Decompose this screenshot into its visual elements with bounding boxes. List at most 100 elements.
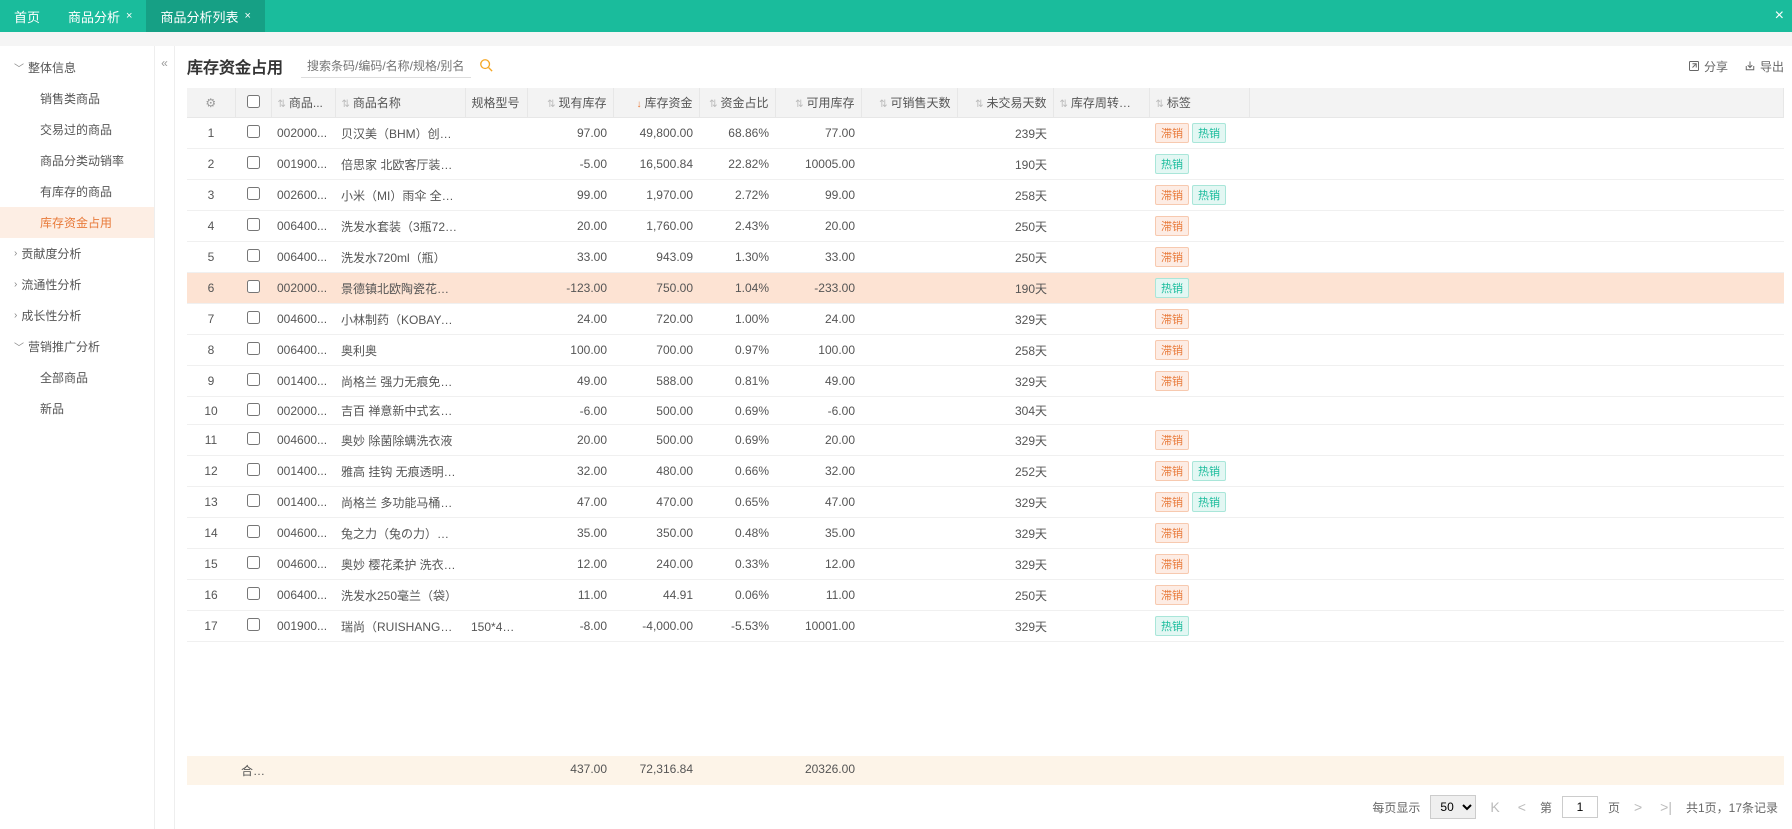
tab-1[interactable]: 商品分析× — [54, 0, 146, 32]
close-all-tabs-icon[interactable]: × — [1775, 0, 1784, 32]
tab-2[interactable]: 商品分析列表× — [146, 0, 264, 32]
col-index[interactable]: ⚙ — [187, 88, 235, 118]
prev-page-icon[interactable]: < — [1514, 799, 1530, 815]
cell-cb — [235, 180, 271, 211]
tag-slow: 滞销 — [1155, 523, 1189, 543]
table-row[interactable]: 6002000...景德镇北欧陶瓷花瓶摆件 仿-123.00750.001.04… — [187, 273, 1784, 304]
sidebar-group-0[interactable]: ﹀整体信息 — [0, 52, 154, 83]
cell-pct: 2.72% — [699, 180, 775, 211]
cell-idx: 13 — [187, 487, 235, 518]
row-checkbox[interactable] — [247, 556, 260, 569]
per-page-label: 每页显示 — [1372, 799, 1420, 816]
col-sale-days[interactable]: ⇅可销售天数 — [861, 88, 957, 118]
sidebar-item-4-0[interactable]: 全部商品 — [0, 362, 154, 393]
sidebar-item-0-4[interactable]: 库存资金占用 — [0, 207, 154, 238]
sidebar-item-0-1[interactable]: 交易过的商品 — [0, 114, 154, 145]
table-row[interactable]: 4006400...洗发水套装（3瓶720ml+1）20.001,760.002… — [187, 211, 1784, 242]
select-all-checkbox[interactable] — [247, 95, 260, 108]
cell-pad — [1249, 518, 1784, 549]
cell-pct: 1.00% — [699, 304, 775, 335]
sidebar-item-0-0[interactable]: 销售类商品 — [0, 83, 154, 114]
tab-0[interactable]: 首页 — [0, 0, 54, 32]
row-checkbox[interactable] — [247, 156, 260, 169]
cell-idx: 16 — [187, 580, 235, 611]
table-row[interactable]: 8006400...奥利奥100.00700.000.97%100.00258天… — [187, 335, 1784, 366]
cell-idx: 14 — [187, 518, 235, 549]
sidebar-item-0-2[interactable]: 商品分类动销率 — [0, 145, 154, 176]
row-checkbox[interactable] — [247, 494, 260, 507]
next-page-icon[interactable]: > — [1630, 799, 1646, 815]
cell-spec — [465, 149, 527, 180]
tag-hot: 热销 — [1192, 185, 1226, 205]
row-checkbox[interactable] — [247, 432, 260, 445]
cell-cb — [235, 397, 271, 425]
row-checkbox[interactable] — [247, 218, 260, 231]
cell-stock: -6.00 — [527, 397, 613, 425]
last-page-icon[interactable]: >| — [1656, 799, 1676, 815]
row-checkbox[interactable] — [247, 187, 260, 200]
sidebar-item-0-3[interactable]: 有库存的商品 — [0, 176, 154, 207]
per-page-select[interactable]: 50 — [1430, 795, 1476, 819]
table-row[interactable]: 10002000...吉百 禅意新中式玄关摆件客-6.00500.000.69%… — [187, 397, 1784, 425]
col-turn[interactable]: ⇅库存周转天数 — [1053, 88, 1149, 118]
row-checkbox[interactable] — [247, 280, 260, 293]
col-fund[interactable]: ↓库存资金 — [613, 88, 699, 118]
sidebar-item-4-1[interactable]: 新品 — [0, 393, 154, 424]
row-checkbox[interactable] — [247, 587, 260, 600]
caret-icon: › — [14, 248, 17, 259]
col-spec[interactable]: 规格型号 — [465, 88, 527, 118]
table-row[interactable]: 14004600...兔之力（兔の力）粘毛器粘35.00350.000.48%3… — [187, 518, 1784, 549]
cell-tags: 滞销 — [1149, 366, 1249, 397]
row-checkbox[interactable] — [247, 311, 260, 324]
row-checkbox[interactable] — [247, 125, 260, 138]
table-row[interactable]: 11004600...奥妙 除菌除螨洗衣液20.00500.000.69%20.… — [187, 425, 1784, 456]
page-input[interactable] — [1562, 796, 1598, 818]
col-tags[interactable]: ⇅标签 — [1149, 88, 1249, 118]
export-button[interactable]: 导出 — [1744, 58, 1784, 75]
col-name[interactable]: ⇅商品名称 — [335, 88, 465, 118]
table-row[interactable]: 3002600...小米（MI）雨伞 全自动折叠99.001,970.002.7… — [187, 180, 1784, 211]
col-code[interactable]: ⇅商品... — [271, 88, 335, 118]
cell-fund: 1,760.00 — [613, 211, 699, 242]
row-checkbox[interactable] — [247, 463, 260, 476]
table-row[interactable]: 5006400...洗发水720ml（瓶）33.00943.091.30%33.… — [187, 242, 1784, 273]
row-checkbox[interactable] — [247, 618, 260, 631]
search-icon[interactable] — [479, 58, 493, 75]
sidebar-group-2[interactable]: ›流通性分析 — [0, 269, 154, 300]
cell-sale-days — [861, 118, 957, 149]
col-no-tx[interactable]: ⇅未交易天数 — [957, 88, 1053, 118]
sidebar-group-label: 整体信息 — [28, 59, 76, 76]
tab-close-icon[interactable]: × — [244, 10, 250, 22]
table-row[interactable]: 16006400...洗发水250毫兰（袋）11.0044.910.06%11.… — [187, 580, 1784, 611]
table-row[interactable]: 15004600...奥妙 樱花柔护 洗衣凝珠 1012.00240.000.3… — [187, 549, 1784, 580]
cell-fund: 44.91 — [613, 580, 699, 611]
sidebar-group-1[interactable]: ›贡献度分析 — [0, 238, 154, 269]
table-row[interactable]: 12001400...雅高 挂钩 无痕透明粘钩 强32.00480.000.66… — [187, 456, 1784, 487]
table-row[interactable]: 17001900...瑞尚（RUISHANG）卧室印150*40厘米-8.00-… — [187, 611, 1784, 642]
col-pct[interactable]: ⇅资金占比 — [699, 88, 775, 118]
share-button[interactable]: 分享 — [1688, 58, 1728, 75]
search-input[interactable] — [301, 55, 471, 78]
first-page-icon[interactable]: K — [1486, 799, 1503, 815]
tab-close-icon[interactable]: × — [126, 10, 132, 22]
table-row[interactable]: 9001400...尚格兰 强力无痕免打孔浴室49.00588.000.81%4… — [187, 366, 1784, 397]
table-row[interactable]: 7004600...小林制药（KOBAYASHI）日24.00720.001.0… — [187, 304, 1784, 335]
cell-turn — [1053, 487, 1149, 518]
col-checkbox[interactable] — [235, 88, 271, 118]
table-row[interactable]: 2001900...倍思家 北欧客厅装饰画卧室-5.0016,500.8422.… — [187, 149, 1784, 180]
row-checkbox[interactable] — [247, 373, 260, 386]
col-avail[interactable]: ⇅可用库存 — [775, 88, 861, 118]
collapse-sidebar-icon[interactable]: « — [155, 46, 175, 829]
row-checkbox[interactable] — [247, 403, 260, 416]
cell-spec — [465, 304, 527, 335]
row-checkbox[interactable] — [247, 249, 260, 262]
row-checkbox[interactable] — [247, 342, 260, 355]
cell-fund: 480.00 — [613, 456, 699, 487]
cell-idx: 5 — [187, 242, 235, 273]
table-row[interactable]: 1002000...贝汉美（BHM）创意北欧风97.0049,800.0068.… — [187, 118, 1784, 149]
sidebar-group-3[interactable]: ›成长性分析 — [0, 300, 154, 331]
sidebar-group-4[interactable]: ﹀营销推广分析 — [0, 331, 154, 362]
table-row[interactable]: 13001400...尚格兰 多功能马桶刷套装 卫47.00470.000.65… — [187, 487, 1784, 518]
col-stock[interactable]: ⇅现有库存 — [527, 88, 613, 118]
row-checkbox[interactable] — [247, 525, 260, 538]
